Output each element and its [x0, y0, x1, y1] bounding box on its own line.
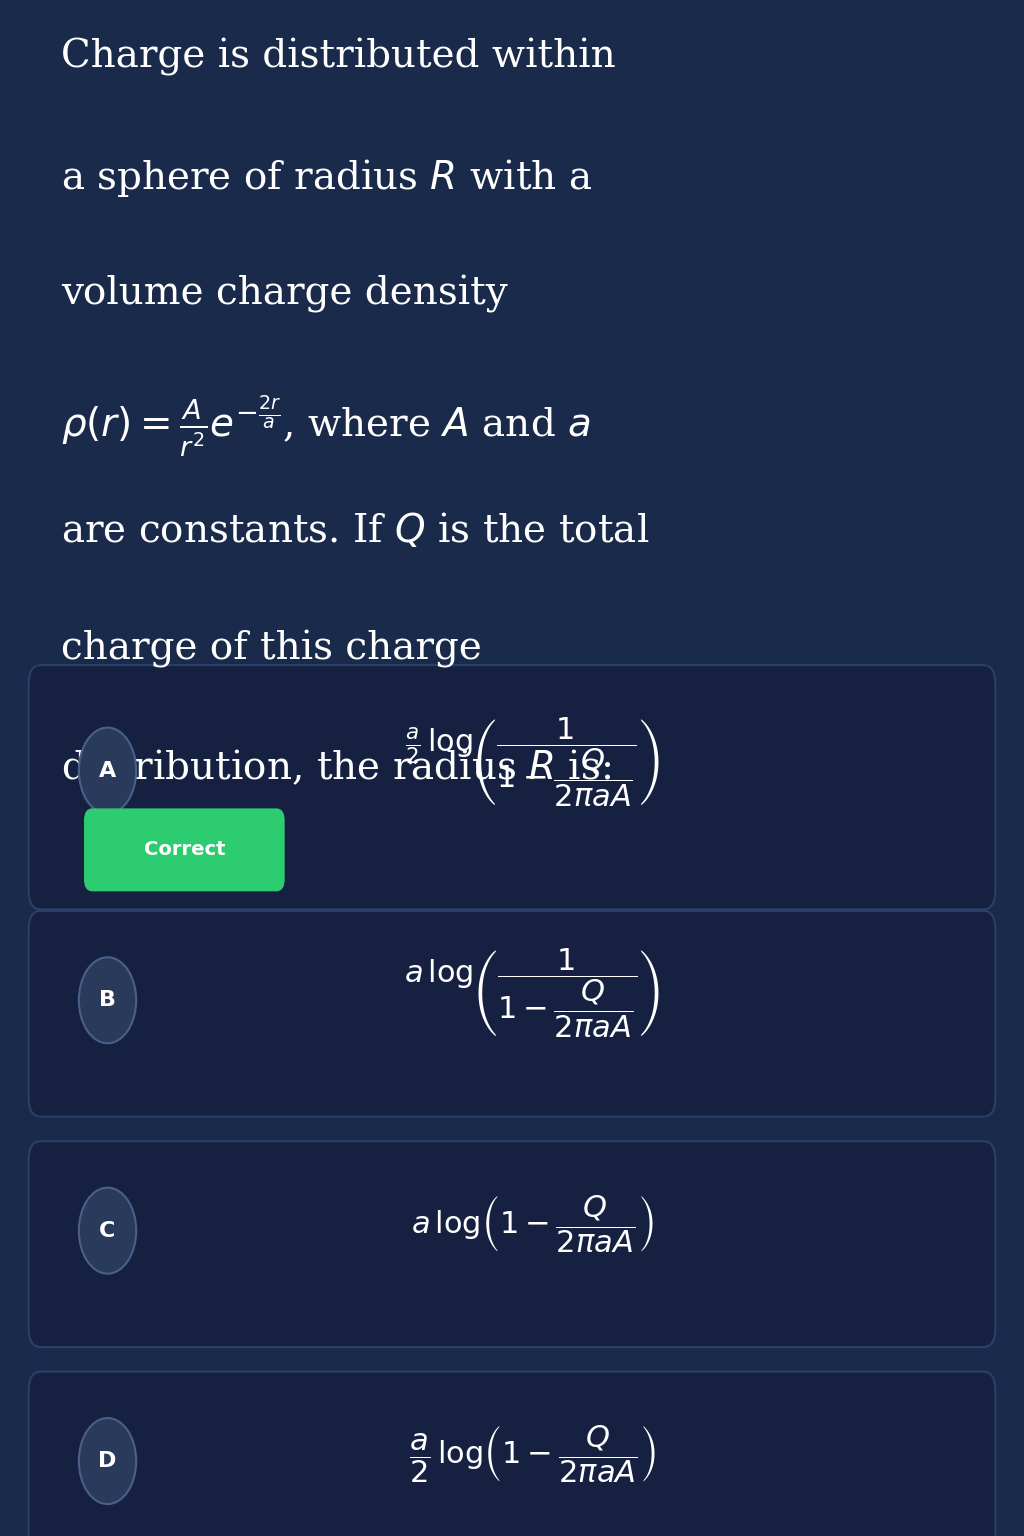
FancyBboxPatch shape — [29, 1372, 995, 1536]
Text: A: A — [99, 760, 116, 780]
FancyBboxPatch shape — [29, 665, 995, 909]
Text: are constants. If $Q$ is the total: are constants. If $Q$ is the total — [61, 511, 650, 550]
Text: C: C — [99, 1221, 116, 1241]
Text: Charge is distributed within: Charge is distributed within — [61, 38, 616, 77]
Circle shape — [79, 1187, 136, 1273]
Circle shape — [79, 957, 136, 1043]
Text: $a\,\log\!\left(1 - \dfrac{Q}{2\pi a A}\right)$: $a\,\log\!\left(1 - \dfrac{Q}{2\pi a A}\… — [412, 1193, 653, 1255]
Text: B: B — [99, 991, 116, 1011]
Circle shape — [79, 728, 136, 814]
Text: distribution, the radius $R$ is:: distribution, the radius $R$ is: — [61, 748, 611, 788]
Text: volume charge density: volume charge density — [61, 275, 508, 313]
FancyBboxPatch shape — [84, 808, 285, 891]
FancyBboxPatch shape — [29, 911, 995, 1117]
Text: Correct: Correct — [143, 840, 225, 859]
Text: $\dfrac{a}{2}\,\log\!\left(1 - \dfrac{Q}{2\pi a A}\right)$: $\dfrac{a}{2}\,\log\!\left(1 - \dfrac{Q}… — [409, 1424, 656, 1485]
Circle shape — [79, 1418, 136, 1504]
Text: $\frac{a}{2}\,\log\!\left(\dfrac{1}{1-\dfrac{Q}{2\pi a A}}\right)$: $\frac{a}{2}\,\log\!\left(\dfrac{1}{1-\d… — [404, 716, 660, 809]
Text: a sphere of radius $R$ with a: a sphere of radius $R$ with a — [61, 157, 593, 198]
FancyBboxPatch shape — [29, 1141, 995, 1347]
Text: $a\,\log\!\left(\dfrac{1}{1-\dfrac{Q}{2\pi a A}}\right)$: $a\,\log\!\left(\dfrac{1}{1-\dfrac{Q}{2\… — [404, 946, 660, 1040]
Text: charge of this charge: charge of this charge — [61, 630, 482, 668]
Text: D: D — [98, 1452, 117, 1471]
Text: $\rho(r) = \frac{A}{r^2} e^{-\frac{2r}{a}}$, where $A$ and $a$: $\rho(r) = \frac{A}{r^2} e^{-\frac{2r}{a… — [61, 393, 591, 459]
